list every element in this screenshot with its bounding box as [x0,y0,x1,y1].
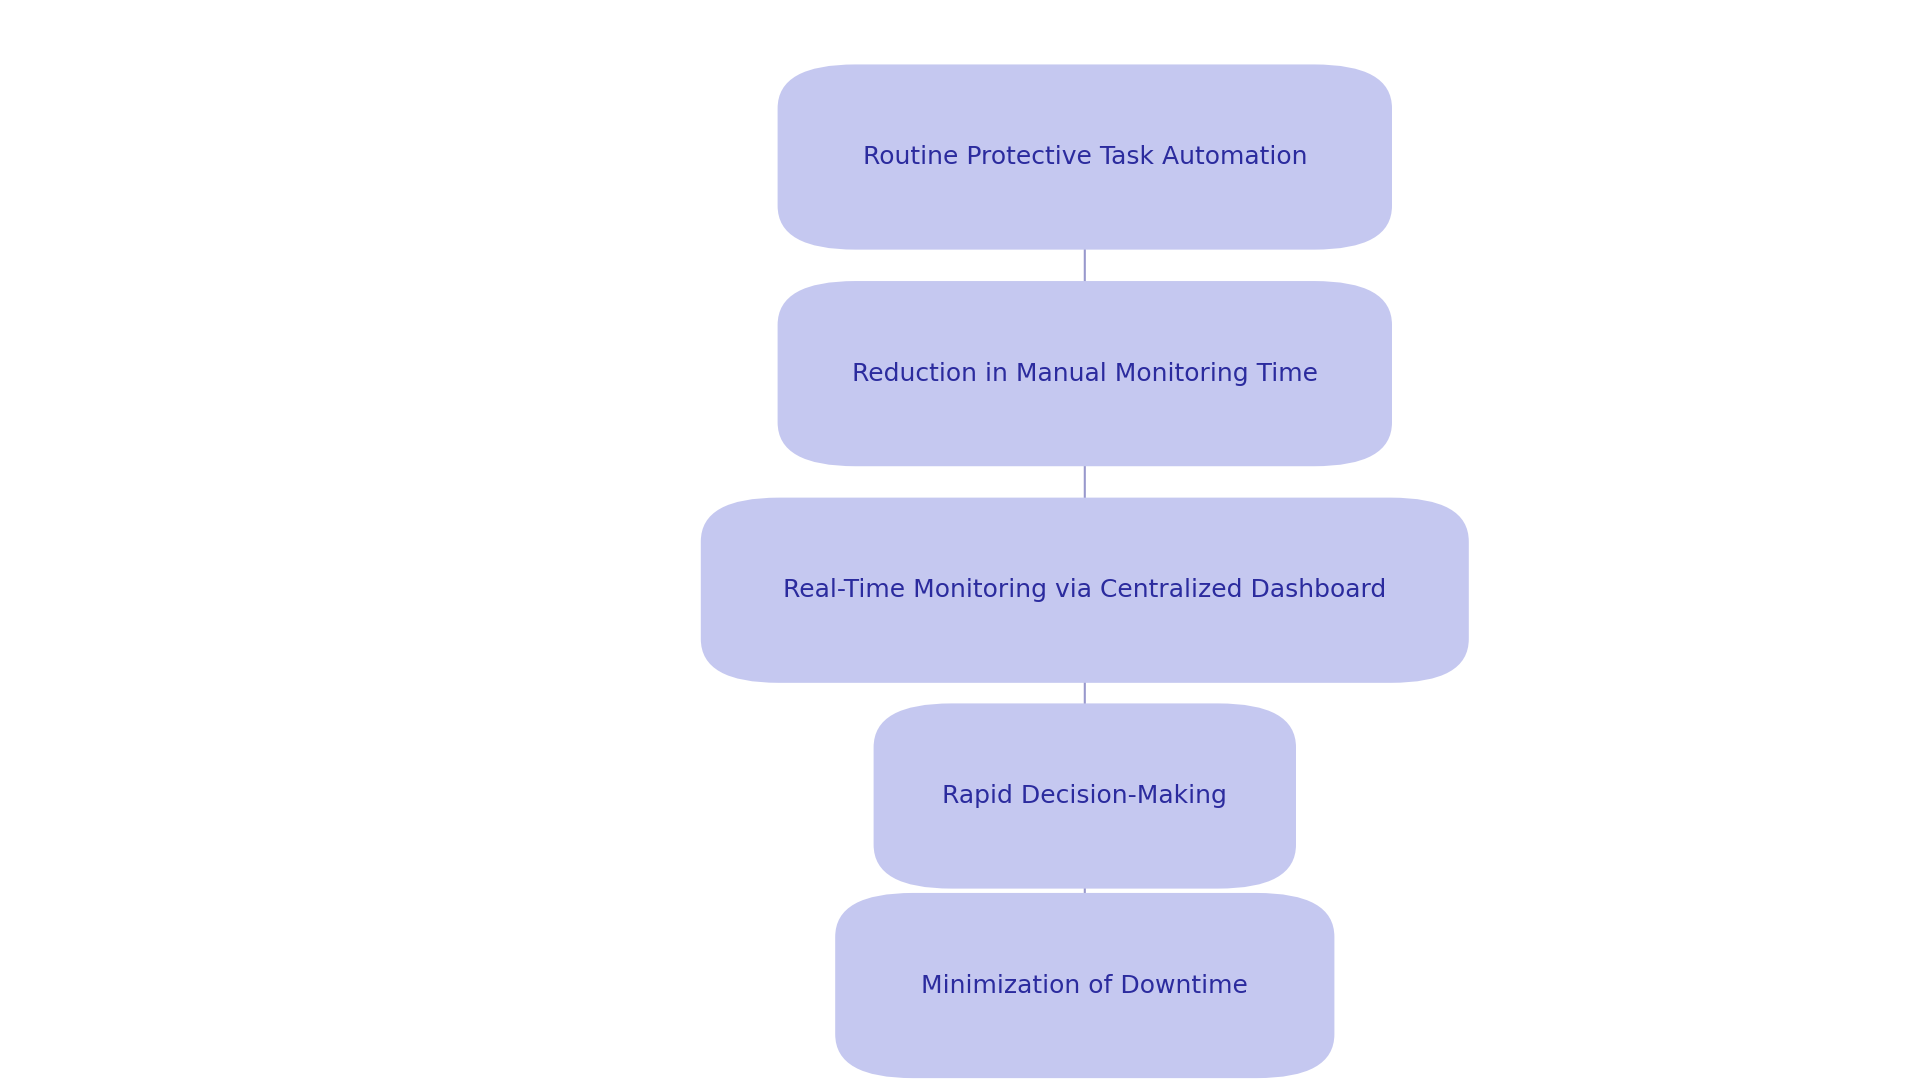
Text: Routine Protective Task Automation: Routine Protective Task Automation [862,145,1308,169]
FancyBboxPatch shape [874,704,1296,888]
FancyBboxPatch shape [835,892,1334,1079]
Text: Real-Time Monitoring via Centralized Dashboard: Real-Time Monitoring via Centralized Das… [783,578,1386,602]
FancyBboxPatch shape [778,282,1392,466]
Text: Reduction in Manual Monitoring Time: Reduction in Manual Monitoring Time [852,362,1317,386]
Text: Rapid Decision-Making: Rapid Decision-Making [943,784,1227,808]
FancyBboxPatch shape [778,65,1392,250]
Text: Minimization of Downtime: Minimization of Downtime [922,974,1248,997]
FancyBboxPatch shape [701,498,1469,682]
